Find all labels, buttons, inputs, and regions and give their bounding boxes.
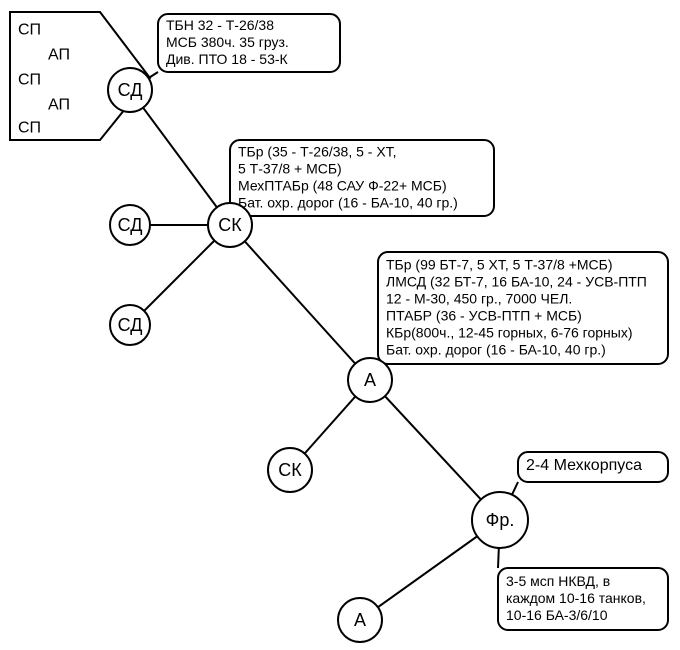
- edge-sk1-a1: [230, 225, 370, 380]
- info-box-line: Див. ПТО 18 - 53-К: [166, 51, 289, 67]
- info-box-line: МСБ 380ч. 35 груз.: [166, 34, 289, 50]
- info-box-line: МехПТАБр (48 САУ Ф-22+ МСБ): [238, 177, 447, 193]
- info-box-line: каждом 10-16 танков,: [506, 590, 646, 606]
- node-label-sk2: СК: [278, 460, 302, 480]
- info-box-line: ТБр (99 БТ-7, 5 ХТ, 5 Т-37/8 +МСБ): [386, 256, 613, 272]
- pentagon-label: АП: [48, 97, 70, 114]
- pentagon-label: АП: [48, 47, 70, 64]
- org-diagram: СП АП СП АП СП ТБН 32 - Т-26/38МСБ 380ч. 35 …: [0, 0, 680, 650]
- info-box-line: Бат. охр. дорог (16 - БА-10, 40 гр.): [238, 194, 458, 210]
- node-label-a1: А: [364, 370, 376, 390]
- info-box-line: 3-5 мсп НКВД, в: [506, 573, 610, 589]
- info-box-line: 5 Т-37/8 + МСБ): [238, 160, 342, 176]
- node-label-sd3: СД: [118, 315, 143, 335]
- info-box-line: ЛМСД (32 БТ-7, 16 БА-10, 24 - УСВ-ПТП: [386, 273, 647, 289]
- info-boxes-layer: ТБН 32 - Т-26/38МСБ 380ч. 35 груз.Див. П…: [158, 14, 668, 630]
- info-box-line: 12 - М-30, 450 гр., 7000 ЧЕЛ.: [386, 290, 572, 306]
- info-box-line: 10-16 БА-3/6/10: [506, 607, 608, 623]
- info-box-line: ТБр (35 - Т-26/38, 5 - ХТ,: [238, 143, 397, 159]
- node-label-sd1: СД: [118, 80, 143, 100]
- info-box-line: ТБН 32 - Т-26/38: [166, 17, 274, 33]
- info-box-line: КБр(800ч., 12-45 горных, 6-76 горных): [386, 324, 633, 340]
- node-label-a2: А: [354, 610, 366, 630]
- pentagon-label: СП: [18, 22, 41, 39]
- edge-sd1-sk1: [130, 90, 230, 225]
- info-box-line: Бат. охр. дорог (16 - БА-10, 40 гр.): [386, 341, 606, 357]
- pentagon-label: СП: [18, 72, 41, 89]
- node-label-fr: Фр.: [486, 510, 515, 530]
- pentagon-label: СП: [18, 120, 41, 137]
- node-label-sd2: СД: [118, 215, 143, 235]
- info-box-line: ПТАБР (36 - УСВ-ПТП + МСБ): [386, 307, 582, 323]
- info-box-line: 2-4 Мехкорпуса: [526, 457, 642, 474]
- node-label-sk1: СК: [218, 215, 242, 235]
